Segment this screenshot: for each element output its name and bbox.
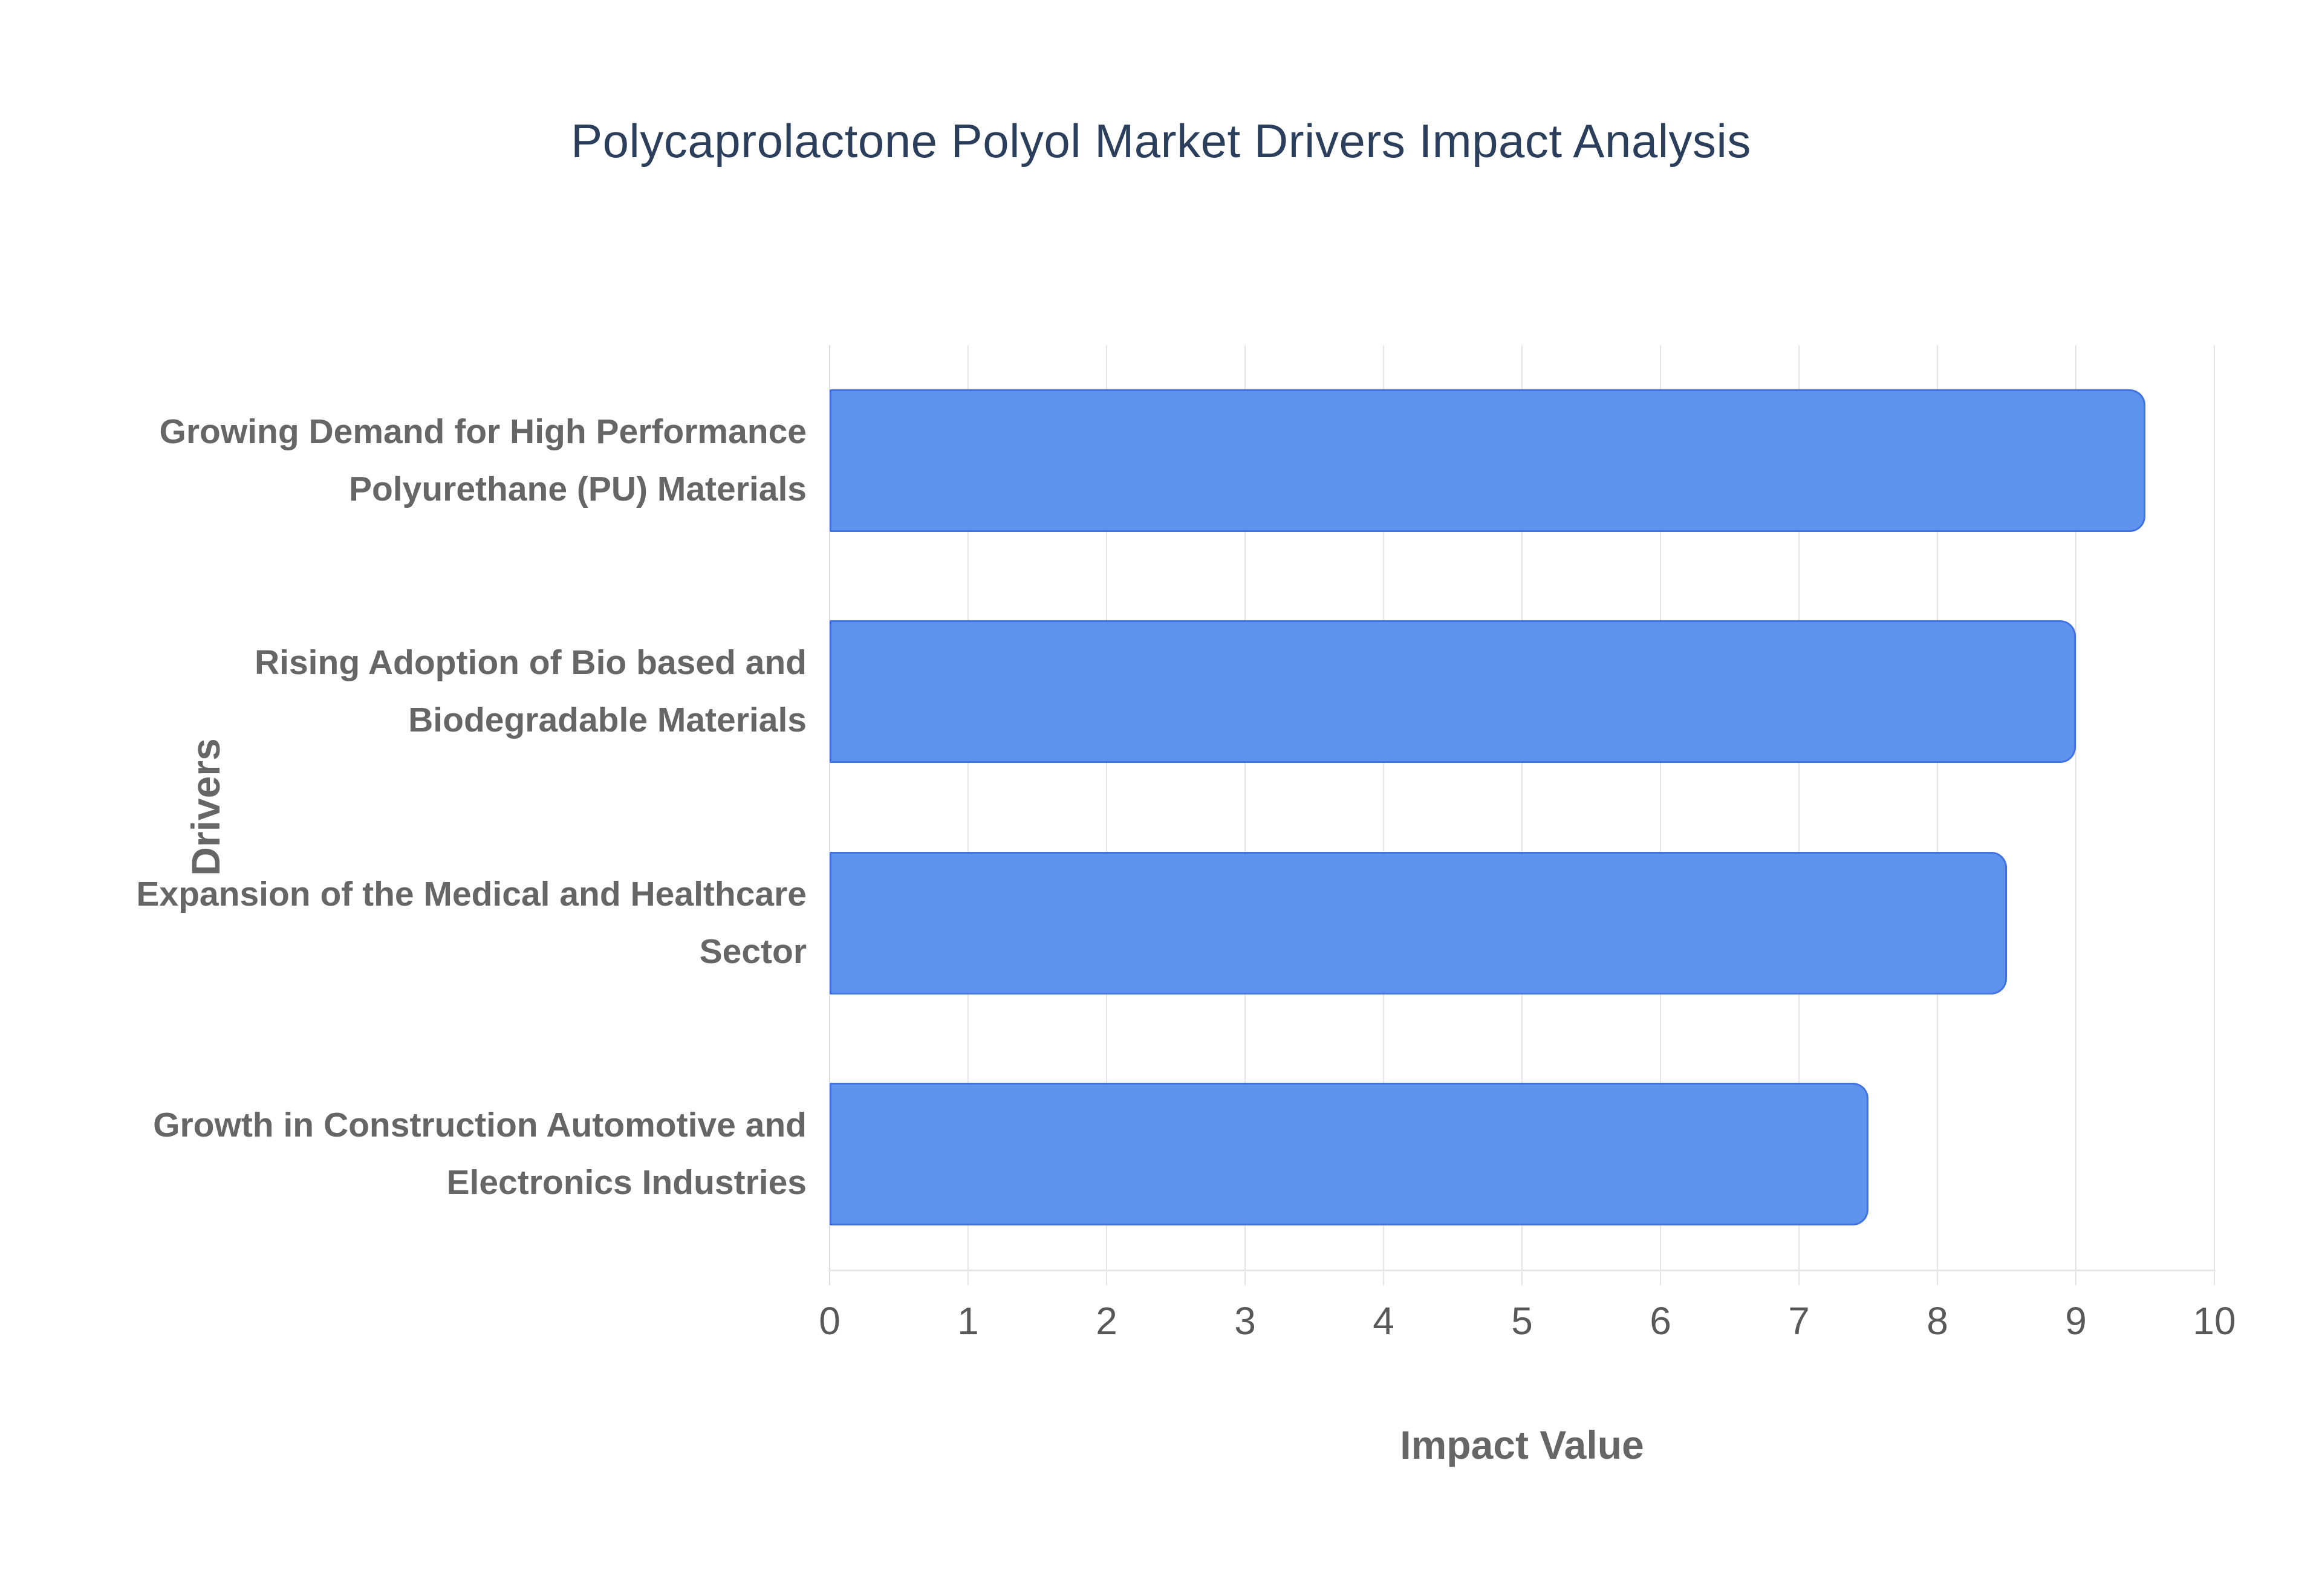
plot-area	[828, 345, 2216, 1285]
x-tick-label-10: 10	[2193, 1299, 2236, 1343]
category-label-2: Expansion of the Medical and Healthcare …	[136, 874, 807, 971]
x-tick-label-0: 0	[819, 1299, 841, 1343]
x-tick-label-6: 6	[1650, 1299, 1671, 1343]
category-label-0: Growing Demand for High Performance Poly…	[159, 412, 807, 509]
x-axis-line	[828, 1270, 2216, 1271]
x-tick-label-3: 3	[1234, 1299, 1256, 1343]
x-tick-label-1: 1	[957, 1299, 979, 1343]
x-axis-title: Impact Value	[1400, 1422, 1644, 1467]
x-tick-label-4: 4	[1373, 1299, 1394, 1343]
x-tick-label-7: 7	[1788, 1299, 1810, 1343]
gridline-x-7	[1798, 345, 1800, 1285]
x-tick-label-2: 2	[1096, 1299, 1117, 1343]
bar-2[interactable]	[830, 851, 2007, 994]
category-label-1: Rising Adoption of Bio based and Biodegr…	[254, 643, 807, 740]
bar-0[interactable]	[830, 389, 2145, 533]
chart-title: Polycaprolactone Polyol Market Drivers I…	[571, 114, 1751, 167]
gridline-x-6	[1660, 345, 1661, 1285]
bar-1[interactable]	[830, 620, 2076, 764]
y-axis-title: Drivers	[183, 738, 228, 876]
x-tick-label-5: 5	[1511, 1299, 1533, 1343]
gridline-x-5	[1521, 345, 1523, 1285]
gridline-x-1	[968, 345, 969, 1285]
gridline-x-2	[1106, 345, 1107, 1285]
x-tick-label-9: 9	[2065, 1299, 2087, 1343]
gridline-x-9	[2075, 345, 2076, 1285]
gridline-x-0	[829, 345, 830, 1285]
gridline-x-8	[1937, 345, 1938, 1285]
gridline-x-4	[1383, 345, 1384, 1285]
gridline-x-3	[1244, 345, 1246, 1285]
gridline-x-10	[2214, 345, 2215, 1285]
category-label-3: Growth in Construction Automotive and El…	[153, 1105, 807, 1202]
x-tick-label-8: 8	[1927, 1299, 1948, 1343]
bar-3[interactable]	[830, 1082, 1868, 1225]
